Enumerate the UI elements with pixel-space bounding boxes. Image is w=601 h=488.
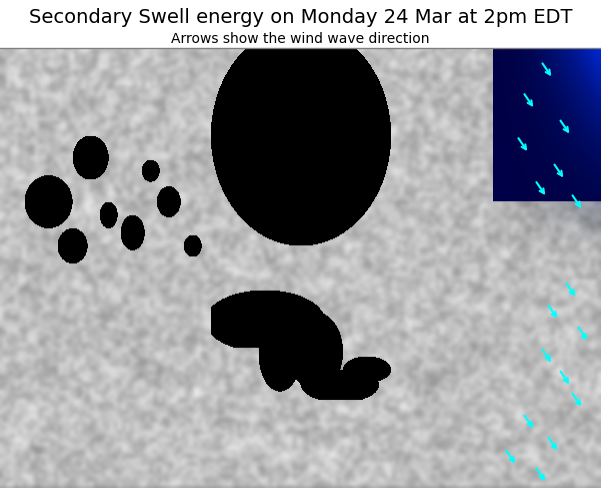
Text: Arrows show the wind wave direction: Arrows show the wind wave direction — [171, 32, 430, 46]
Text: Secondary Swell energy on Monday 24 Mar at 2pm EDT: Secondary Swell energy on Monday 24 Mar … — [29, 8, 572, 26]
